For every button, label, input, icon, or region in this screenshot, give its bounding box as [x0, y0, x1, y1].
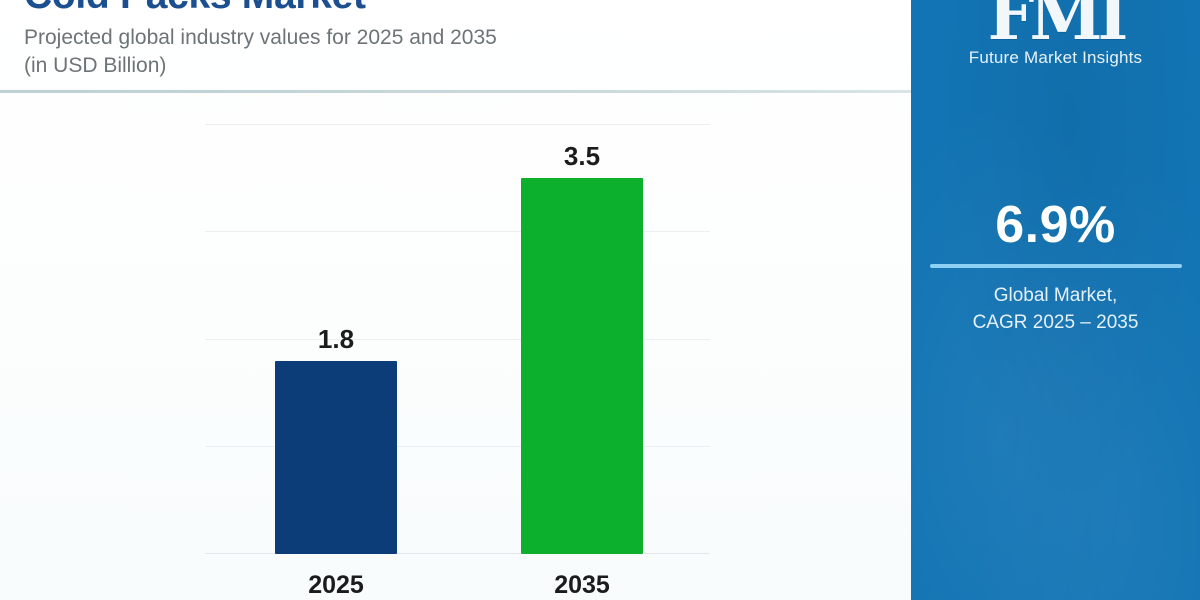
gridline — [205, 231, 710, 232]
bar-2035[interactable] — [521, 178, 643, 554]
header: Cold Packs Market Projected global indus… — [0, 0, 911, 91]
gridline — [205, 339, 710, 340]
cagr-divider — [929, 264, 1182, 268]
side-panel: FMI Future Market Insights 6.9% Global M… — [911, 0, 1200, 600]
header-divider — [0, 90, 911, 93]
cagr-caption-line-1: Global Market, — [993, 285, 1118, 306]
subtitle: Projected global industry values for 202… — [24, 24, 497, 80]
gridline — [205, 124, 710, 125]
subtitle-line-2: (in USD Billion) — [24, 54, 167, 77]
page-title: Cold Packs Market — [24, 0, 366, 18]
bar-chart: 1.8 2025 3.5 2035 — [0, 94, 911, 600]
cagr-value: 6.9% — [995, 196, 1116, 254]
main-content-area: Cold Packs Market Projected global indus… — [0, 0, 911, 600]
subtitle-line-1: Projected global industry values for 202… — [24, 26, 497, 49]
bar-2025[interactable] — [275, 361, 397, 554]
chart-plot-area: 1.8 2025 3.5 2035 — [205, 124, 710, 599]
bar-value-2025: 1.8 — [317, 324, 355, 354]
bar-label-2025: 2025 — [308, 571, 364, 599]
bar-value-2035: 3.5 — [563, 141, 601, 171]
gridline — [205, 446, 710, 447]
brand-logo[interactable]: FMI Future Market Insights — [911, 0, 1200, 68]
cagr-caption-line-2: CAGR 2025 – 2035 — [972, 312, 1139, 333]
logo-tagline: Future Market Insights — [968, 48, 1143, 67]
axis-baseline — [205, 553, 710, 554]
cagr-highlight: 6.9% Global Market, CAGR 2025 – 2035 — [911, 196, 1200, 336]
bar-label-2035: 2035 — [554, 571, 610, 599]
cagr-caption: Global Market, CAGR 2025 – 2035 — [911, 282, 1200, 336]
fmi-logo-icon: FMI — [987, 0, 1129, 55]
